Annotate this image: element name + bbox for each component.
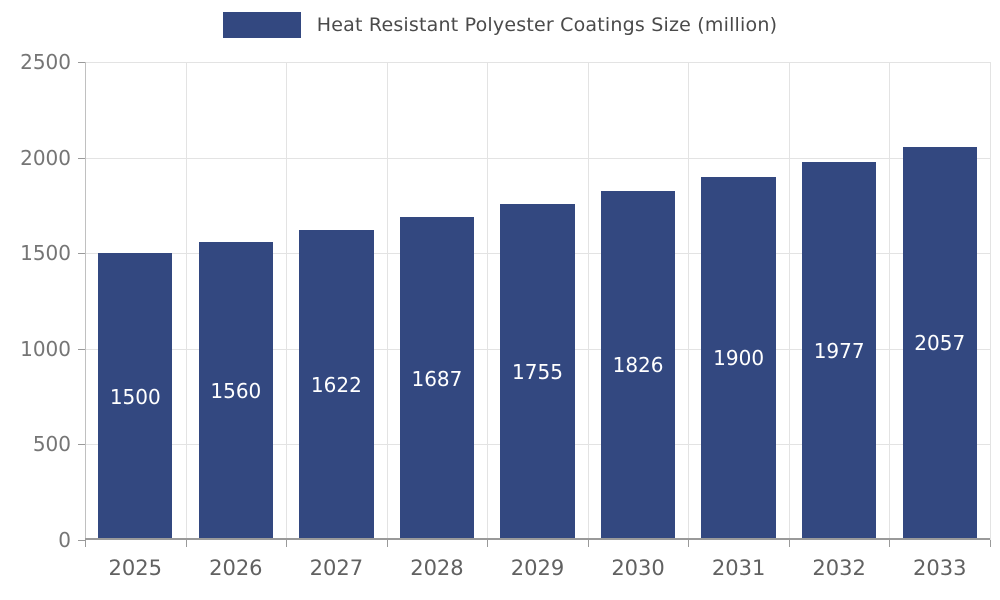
bar-value-label: 1755 bbox=[512, 360, 563, 385]
v-gridline bbox=[185, 62, 187, 540]
bar-value-label: 1500 bbox=[109, 384, 161, 409]
legend-label: Heat Resistant Polyester Coatings Size (… bbox=[316, 14, 778, 36]
bar-value-label: 1826 bbox=[612, 353, 664, 378]
x-tick-mark bbox=[688, 540, 690, 547]
v-gridline bbox=[286, 62, 288, 540]
y-tick-mark bbox=[78, 253, 85, 255]
x-tick-label: 2027 bbox=[309, 556, 364, 580]
y-tick-label: 1000 bbox=[20, 336, 71, 361]
x-tick-mark bbox=[587, 540, 589, 547]
bar-value-label: 1977 bbox=[813, 339, 865, 363]
bar-2027[interactable]: 1622 bbox=[299, 229, 374, 540]
y-tick-mark bbox=[78, 348, 85, 350]
v-gridline bbox=[788, 62, 790, 540]
bar-value-label: 2057 bbox=[914, 331, 966, 356]
v-gridline bbox=[487, 62, 489, 540]
bar-2032[interactable]: 1977 bbox=[801, 162, 877, 540]
v-gridline bbox=[386, 62, 388, 540]
y-tick-mark bbox=[78, 444, 85, 446]
x-tick-mark bbox=[889, 540, 891, 547]
x-tick-mark bbox=[990, 540, 991, 547]
chart-legend: Heat Resistant Polyester Coatings Size (… bbox=[0, 12, 1000, 38]
bar-2026[interactable]: 1560 bbox=[198, 241, 274, 540]
x-tick-label: 2030 bbox=[611, 556, 665, 580]
legend-item[interactable]: Heat Resistant Polyester Coatings Size (… bbox=[222, 12, 778, 38]
h-gridline bbox=[85, 62, 990, 63]
bar-2031[interactable]: 1900 bbox=[701, 176, 776, 540]
bar-2033[interactable]: 2057 bbox=[902, 146, 977, 540]
v-gridline bbox=[990, 62, 991, 540]
legend-color-swatch bbox=[222, 12, 301, 38]
x-tick-label: 2025 bbox=[108, 556, 162, 580]
bar-value-label: 1560 bbox=[210, 378, 262, 403]
plot-area: 0 500 1000 1500 2000 2500 1500 1560 1622 1687 175… bbox=[20, 50, 991, 580]
x-tick-mark bbox=[85, 540, 86, 547]
bar-2030[interactable]: 1826 bbox=[600, 190, 676, 540]
y-tick-label: 1500 bbox=[20, 241, 71, 266]
y-tick-mark bbox=[78, 62, 85, 63]
x-tick-label: 2028 bbox=[410, 556, 464, 580]
v-gridline bbox=[688, 62, 690, 540]
x-tick-mark bbox=[788, 540, 790, 547]
x-axis-line bbox=[85, 538, 990, 540]
x-tick-mark bbox=[487, 540, 489, 547]
x-tick-label: 2029 bbox=[510, 556, 565, 580]
bar-2025[interactable]: 1500 bbox=[98, 253, 173, 540]
y-tick-label: 2500 bbox=[20, 50, 71, 74]
x-tick-mark bbox=[386, 540, 388, 547]
x-tick-label: 2033 bbox=[912, 556, 967, 580]
bar-2028[interactable]: 1687 bbox=[399, 217, 475, 540]
x-tick-mark bbox=[185, 540, 187, 547]
h-gridline bbox=[85, 157, 990, 159]
x-tick-label: 2031 bbox=[711, 556, 766, 580]
y-tick-label: 500 bbox=[32, 432, 71, 457]
x-tick-mark bbox=[286, 540, 288, 547]
y-tick-mark bbox=[78, 157, 85, 159]
bar-value-label: 1622 bbox=[310, 372, 362, 397]
y-tick-mark bbox=[78, 540, 85, 541]
bar-value-label: 1687 bbox=[411, 366, 463, 391]
y-axis-line bbox=[85, 62, 86, 540]
bar-value-label: 1900 bbox=[713, 346, 765, 371]
y-tick-label: 0 bbox=[58, 528, 71, 552]
y-tick-label: 2000 bbox=[20, 145, 71, 170]
bar-2029[interactable]: 1755 bbox=[500, 204, 575, 540]
x-tick-label: 2032 bbox=[812, 556, 866, 580]
v-gridline bbox=[587, 62, 589, 540]
x-tick-label: 2026 bbox=[209, 556, 263, 580]
v-gridline bbox=[889, 62, 891, 540]
